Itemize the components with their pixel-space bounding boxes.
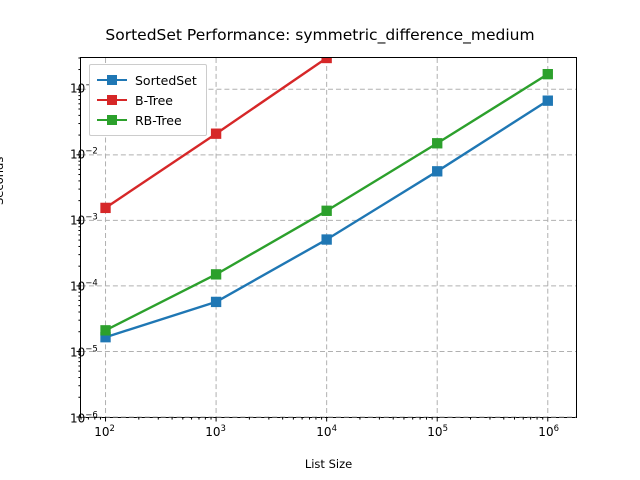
data-point-marker [321, 205, 332, 216]
y-tick-label: 10−2 [70, 146, 98, 162]
y-axis-label: Seconds [0, 156, 6, 205]
data-point-marker [432, 138, 443, 149]
legend-label: B-Tree [135, 92, 173, 108]
axis-ticks [76, 57, 549, 422]
page-title: SortedSet Performance: symmetric_differe… [105, 26, 535, 44]
series-line [104, 99, 549, 339]
data-point-marker [210, 269, 222, 280]
data-point-marker [100, 202, 111, 214]
data-point-marker [542, 68, 553, 80]
data-point-marker [321, 234, 332, 245]
legend-swatch-icon [97, 113, 127, 127]
legend-swatch-icon [97, 73, 127, 87]
y-tick-label: 10−4 [70, 278, 98, 294]
legend-item-sortedset[interactable]: SortedSet [97, 70, 197, 90]
data-point-marker [432, 166, 443, 177]
data-point-marker [100, 325, 111, 336]
y-tick-label: 10−5 [70, 344, 98, 360]
legend-swatch-icon [97, 93, 127, 107]
data-point-marker [100, 332, 111, 343]
x-tick-label: 103 [205, 424, 226, 439]
data-series-layer [100, 58, 553, 343]
y-tick-label: 10−3 [70, 212, 98, 228]
x-tick-label: 106 [538, 424, 560, 439]
data-point-marker [210, 296, 222, 308]
legend-label: RB-Tree [135, 112, 182, 128]
x-axis-label: List Size [304, 457, 353, 471]
legend-item-rb-tree[interactable]: RB-Tree [97, 110, 197, 130]
x-tick-label: 102 [94, 424, 115, 439]
plot-area [76, 57, 577, 422]
data-point-marker [321, 58, 332, 64]
x-tick-label: 105 [427, 424, 448, 439]
data-point-marker [542, 95, 553, 106]
y-tick-label: 10−6 [70, 410, 98, 426]
x-tick-label: 104 [316, 424, 337, 439]
legend-label: SortedSet [135, 72, 197, 88]
data-point-marker [210, 128, 222, 139]
legend-item-b-tree[interactable]: B-Tree [97, 90, 197, 110]
legend: SortedSet B-Tree RB-Tree [89, 64, 207, 136]
